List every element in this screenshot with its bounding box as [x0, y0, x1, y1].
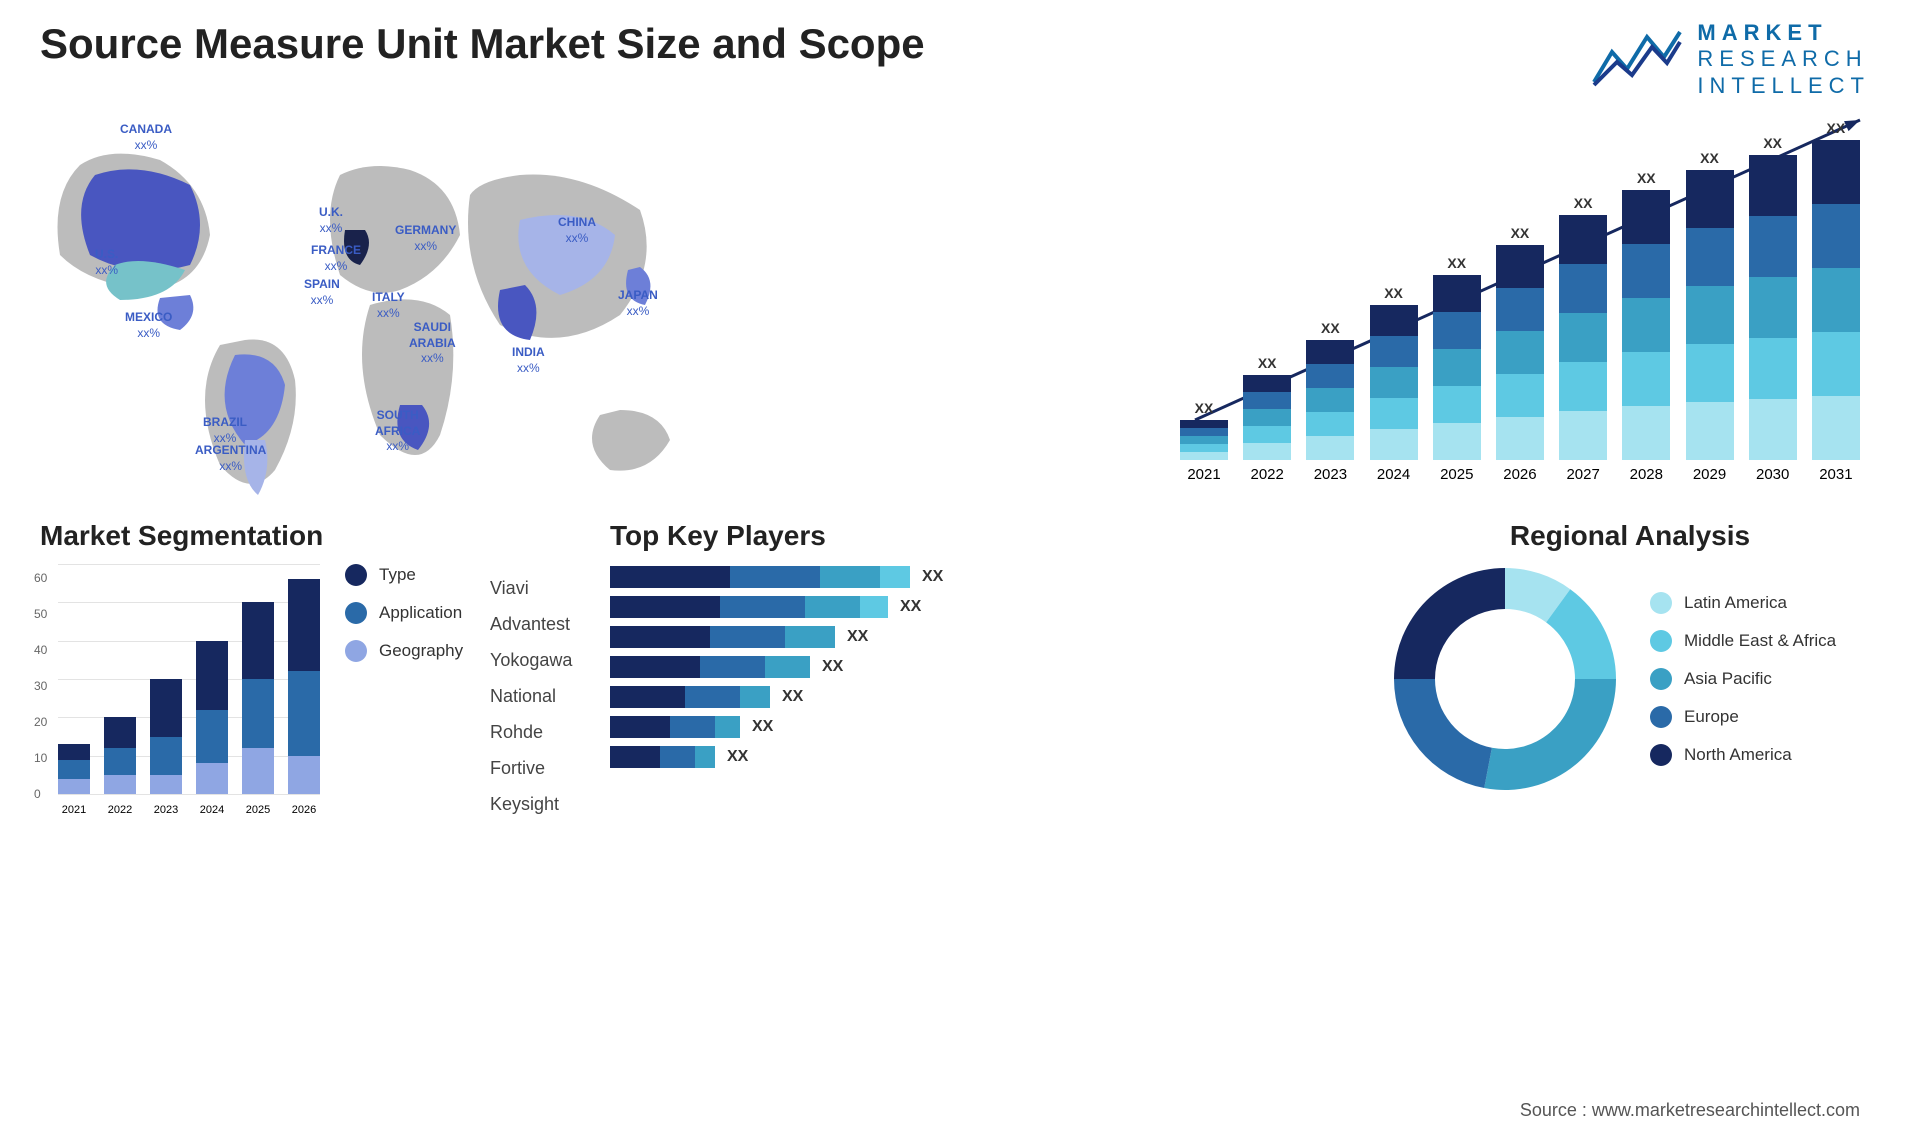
main-bar: XX: [1243, 355, 1291, 460]
main-bar-year: 2030: [1749, 466, 1797, 483]
main-bar: XX: [1559, 195, 1607, 460]
main-bar: XX: [1370, 285, 1418, 460]
player-bar: XX: [610, 746, 1010, 768]
brand-logo: MARKET RESEARCH INTELLECT: [1592, 20, 1870, 99]
company-name: Fortive: [490, 750, 572, 786]
map-label: JAPANxx%: [618, 288, 658, 319]
regional-section: Regional Analysis Latin America Middle Ea…: [1390, 520, 1870, 794]
main-bar-year: 2025: [1433, 466, 1481, 483]
legend-item: Middle East & Africa: [1650, 630, 1836, 652]
seg-bar: [58, 744, 90, 794]
page-title: Source Measure Unit Market Size and Scop…: [40, 20, 925, 68]
regional-title: Regional Analysis: [1390, 520, 1870, 552]
logo-icon: [1592, 27, 1682, 92]
seg-bar: [196, 641, 228, 794]
segmentation-title: Market Segmentation: [40, 520, 570, 552]
main-bar: XX: [1306, 320, 1354, 460]
map-label: MEXICOxx%: [125, 310, 172, 341]
seg-bar-year: 2021: [58, 804, 90, 816]
main-bar: XX: [1180, 400, 1228, 460]
main-bar-year: 2029: [1686, 466, 1734, 483]
map-label: SPAINxx%: [304, 277, 340, 308]
legend-item: Geography: [345, 640, 463, 662]
player-bar: XX: [610, 686, 1010, 708]
regional-donut-chart: [1390, 564, 1620, 794]
main-bar: XX: [1812, 120, 1860, 460]
map-label: U.S.xx%: [95, 247, 118, 278]
donut-slice: [1394, 568, 1505, 679]
map-label: SOUTHAFRICAxx%: [375, 408, 420, 455]
world-map: CANADAxx% U.S.xx% MEXICOxx% BRAZILxx%ARGENT…: [40, 115, 700, 505]
legend-item: Europe: [1650, 706, 1836, 728]
seg-bar-year: 2022: [104, 804, 136, 816]
company-name: Viavi: [490, 570, 572, 606]
players-title: Top Key Players: [610, 520, 1010, 552]
main-bar-year: 2027: [1559, 466, 1607, 483]
source-attribution: Source : www.marketresearchintellect.com: [1520, 1100, 1860, 1121]
main-bar-year: 2021: [1180, 466, 1228, 483]
logo-text: MARKET RESEARCH INTELLECT: [1697, 20, 1870, 99]
seg-bar-year: 2025: [242, 804, 274, 816]
player-bar: XX: [610, 626, 1010, 648]
main-bar-year: 2026: [1496, 466, 1544, 483]
map-label: BRAZILxx%: [203, 415, 247, 446]
seg-bar: [150, 679, 182, 794]
legend-item: Type: [345, 564, 463, 586]
seg-bar: [288, 579, 320, 794]
map-label: ITALYxx%: [372, 290, 405, 321]
main-bar-year: 2022: [1243, 466, 1291, 483]
map-label: CANADAxx%: [120, 122, 172, 153]
company-name: Yokogawa: [490, 642, 572, 678]
donut-slice: [1484, 679, 1616, 790]
top-players-section: Top Key Players XX XX XX XX XX XX XX: [610, 520, 1010, 776]
main-bar: XX: [1433, 255, 1481, 460]
map-label: INDIAxx%: [512, 345, 545, 376]
main-bar: XX: [1749, 135, 1797, 460]
legend-item: Asia Pacific: [1650, 668, 1836, 690]
legend-item: North America: [1650, 744, 1836, 766]
legend-item: Application: [345, 602, 463, 624]
map-label: CHINAxx%: [558, 215, 596, 246]
map-label: SAUDIARABIAxx%: [409, 320, 456, 367]
segmentation-legend: Type Application Geography: [345, 564, 463, 662]
company-list: ViaviAdvantestYokogawaNationalRohdeForti…: [490, 570, 572, 822]
map-label: FRANCExx%: [311, 243, 361, 274]
main-bar: XX: [1496, 225, 1544, 460]
map-label: GERMANYxx%: [395, 223, 456, 254]
player-bar: XX: [610, 566, 1010, 588]
company-name: National: [490, 678, 572, 714]
seg-bar: [242, 602, 274, 794]
main-bar-year: 2023: [1306, 466, 1354, 483]
main-bar-year: 2028: [1622, 466, 1670, 483]
player-bar: XX: [610, 716, 1010, 738]
main-bar-year: 2024: [1370, 466, 1418, 483]
main-growth-chart: XXXXXXXXXXXXXXXXXXXXXX 20212022202320242…: [1180, 120, 1870, 480]
map-label: U.K.xx%: [319, 205, 343, 236]
main-bar: XX: [1686, 150, 1734, 460]
seg-bar-year: 2024: [196, 804, 228, 816]
map-label: ARGENTINAxx%: [195, 443, 266, 474]
seg-bar-year: 2026: [288, 804, 320, 816]
legend-item: Latin America: [1650, 592, 1836, 614]
seg-bar: [104, 717, 136, 794]
regional-legend: Latin America Middle East & Africa Asia Pa…: [1650, 592, 1836, 766]
company-name: Rohde: [490, 714, 572, 750]
main-bar: XX: [1622, 170, 1670, 460]
main-bar-year: 2031: [1812, 466, 1860, 483]
player-bar: XX: [610, 596, 1010, 618]
seg-bar-year: 2023: [150, 804, 182, 816]
company-name: Keysight: [490, 786, 572, 822]
company-name: Advantest: [490, 606, 572, 642]
player-bar: XX: [610, 656, 1010, 678]
donut-slice: [1394, 679, 1492, 788]
